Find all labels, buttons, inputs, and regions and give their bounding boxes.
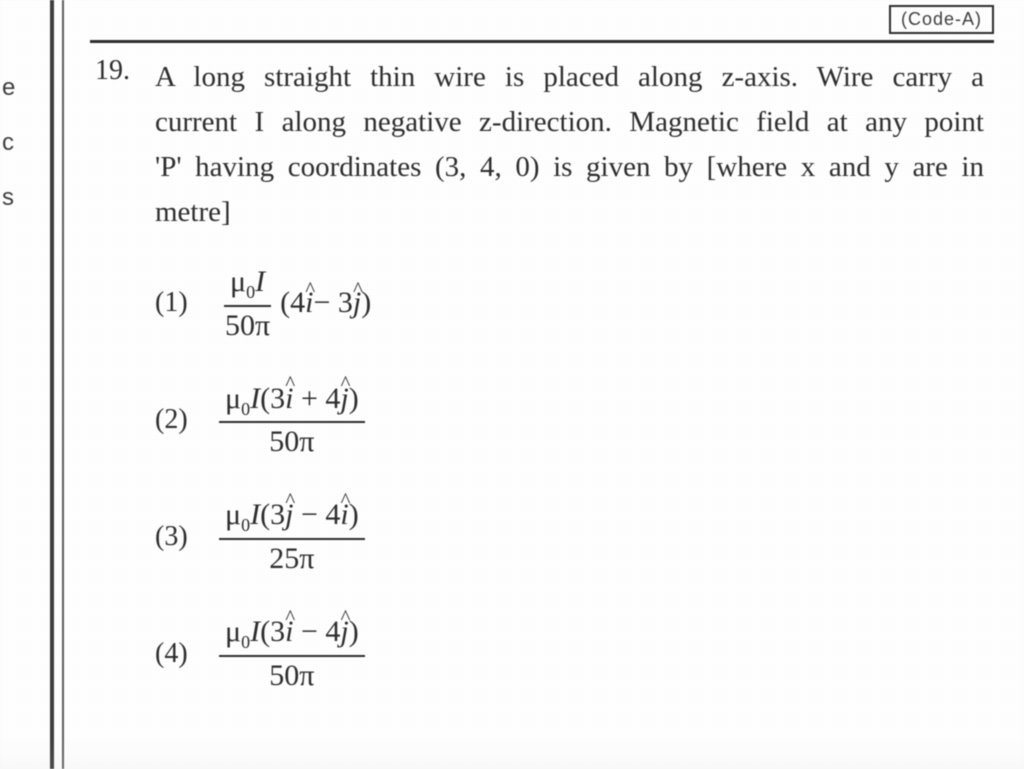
question-number: 19. [95, 55, 130, 87]
subscript-zero: 0 [241, 399, 250, 419]
fraction: μ0I(3i − 4j) 50π [219, 615, 365, 692]
mu-symbol: μ [225, 498, 241, 531]
j-hat: j [340, 615, 348, 648]
header-code: (Code-A) [889, 5, 994, 34]
current-I: I [250, 615, 260, 648]
paren-close: ) [349, 382, 359, 415]
question-line: coordinates (3, 4, 0) is given by [where… [288, 151, 899, 183]
paren-open: (3 [260, 382, 285, 415]
option-3: (3) μ0I(3j − 4i) 25π [155, 498, 984, 575]
subscript-zero: 0 [241, 515, 250, 535]
j-hat: j [340, 382, 348, 415]
subscript-zero: 0 [241, 632, 250, 652]
option-expression: μ0I(3i + 4j) 50π [215, 382, 369, 459]
paren-close: ) [361, 286, 371, 320]
edge-char: s [2, 170, 15, 225]
minus-term: − 3 [314, 286, 353, 320]
numerator: μ0I(3j − 4i) [219, 498, 365, 540]
current-I: I [255, 265, 265, 298]
margin-rule-thick [50, 0, 54, 769]
current-I: I [250, 498, 260, 531]
paren-close: ) [349, 615, 359, 648]
numerator: μ0I(3i − 4j) [219, 615, 365, 657]
option-number: (2) [155, 404, 215, 436]
mu-symbol: μ [225, 382, 241, 415]
option-4: (4) μ0I(3i − 4j) 50π [155, 615, 984, 692]
option-1: (1) μ0I 50π (4i − 3j) [155, 265, 984, 342]
option-number: (4) [155, 638, 215, 670]
option-number: (3) [155, 521, 215, 553]
cropped-edge-text: e c s [2, 60, 15, 226]
i-hat: i [285, 382, 293, 415]
options-list: (1) μ0I 50π (4i − 3j) (2) [155, 265, 984, 692]
numerator: μ0I [224, 265, 271, 307]
current-I: I [250, 382, 260, 415]
bottom-fade [0, 739, 1024, 769]
option-expression: μ0I(3i − 4j) 50π [215, 615, 369, 692]
denominator: 25π [263, 540, 320, 575]
mu-symbol: μ [230, 265, 246, 298]
edge-char: c [2, 115, 15, 170]
option-expression: μ0I(3j − 4i) 25π [215, 498, 369, 575]
fraction: μ0I 50π [219, 265, 276, 342]
paren-close: ) [349, 498, 359, 531]
minus-term: − 4 [293, 498, 340, 531]
plus-term: + 4 [293, 382, 340, 415]
i-hat: i [285, 615, 293, 648]
question-block: 19. A long straight thin wire is placed … [100, 55, 984, 692]
denominator: 50π [219, 307, 276, 342]
j-hat: j [285, 498, 293, 531]
question-line: A long straight thin wire is placed alon… [155, 61, 798, 93]
paren-open: (3 [260, 498, 285, 531]
option-2: (2) μ0I(3i + 4j) 50π [155, 382, 984, 459]
mu-symbol: μ [225, 615, 241, 648]
numerator: μ0I(3i + 4j) [219, 382, 365, 424]
paren-open: (4 [280, 286, 305, 320]
margin-rule-thin [62, 0, 64, 769]
denominator: 50π [263, 423, 320, 458]
page: e c s (Code-A) 19. A long straight thin … [0, 0, 1024, 769]
edge-char: e [2, 60, 15, 115]
subscript-zero: 0 [246, 282, 255, 302]
denominator: 50π [263, 657, 320, 692]
option-expression: μ0I 50π (4i − 3j) [215, 265, 371, 342]
fraction: μ0I(3j − 4i) 25π [219, 498, 365, 575]
j-hat: j [353, 286, 361, 320]
question-text: A long straight thin wire is placed alon… [155, 55, 984, 235]
i-hat: i [340, 498, 348, 531]
option-number: (1) [155, 287, 215, 319]
fraction: μ0I(3i + 4j) 50π [219, 382, 365, 459]
paren-open: (3 [260, 615, 285, 648]
top-horizontal-rule [90, 40, 994, 43]
i-hat: i [305, 286, 313, 320]
minus-term: − 4 [293, 615, 340, 648]
